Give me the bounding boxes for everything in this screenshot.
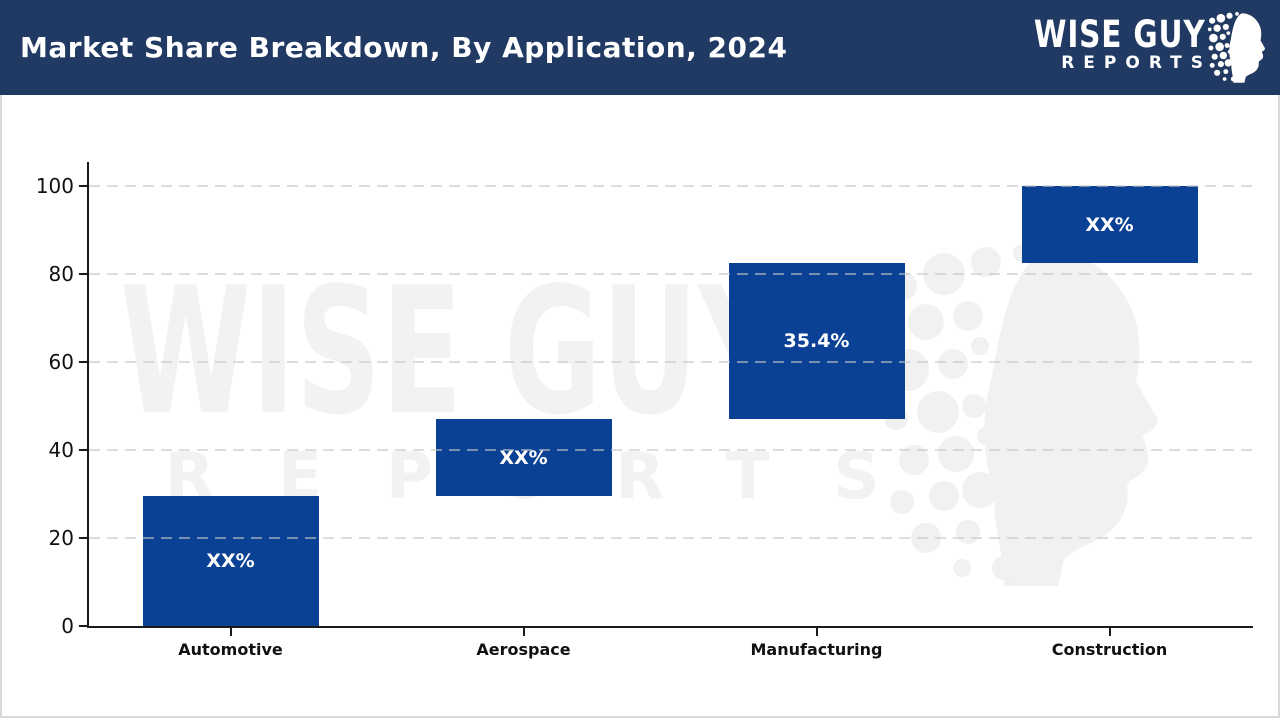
gridline-40 [89,449,1253,451]
dotted-head-icon [1207,12,1265,83]
y-tick-label-20: 20 [48,526,74,550]
bar-value-label: 35.4% [783,330,850,353]
bar-automotive: XX% [142,496,319,626]
gridline-100 [89,185,1253,187]
y-tick-label-80: 80 [48,262,74,286]
x-axis-line [87,626,1253,628]
y-tick-100 [79,185,87,187]
x-tick-label-construction: Construction [1051,640,1168,659]
gridline-20 [89,537,1253,539]
bar-manufacturing: 35.4% [728,263,905,420]
x-tick-label-automotive: Automotive [178,640,283,659]
logo-wordmark: WISE GUY [1034,13,1206,56]
y-tick-60 [79,361,87,363]
logo-text: WISE GUY REPORTS [991,16,1206,72]
figure-border-left [0,95,2,718]
x-tick-automotive [229,628,232,636]
wise-guy-reports-logo: WISE GUY REPORTS [1032,0,1272,95]
y-tick-20 [79,537,87,539]
chart-title: Market Share Breakdown, By Application, … [20,31,788,64]
y-tick-label-40: 40 [48,438,74,462]
y-tick-label-60: 60 [48,350,74,374]
x-tick-manufacturing [815,628,818,636]
x-tick-label-manufacturing: Manufacturing [750,640,883,659]
x-tick-label-aerospace: Aerospace [476,640,571,659]
y-tick-label-100: 100 [35,174,74,198]
x-tick-construction [1108,628,1111,636]
logo-subtitle: REPORTS [1061,53,1212,73]
y-tick-80 [79,273,87,275]
header-band: Market Share Breakdown, By Application, … [0,0,1280,95]
y-tick-0 [79,625,87,627]
gridline-60 [89,361,1253,363]
figure-border-bottom [0,716,1280,718]
bar-value-label: XX% [499,446,548,469]
bar-aerospace: XX% [435,419,612,497]
figure-border-right [1278,95,1280,718]
gridline-80 [89,273,1253,275]
y-axis-line [87,162,89,628]
y-tick-40 [79,449,87,451]
x-tick-aerospace [522,628,525,636]
y-tick-label-0: 0 [61,614,74,638]
bar-construction: XX% [1021,186,1198,264]
bar-value-label: XX% [1085,213,1134,236]
bar-value-label: XX% [206,550,255,573]
